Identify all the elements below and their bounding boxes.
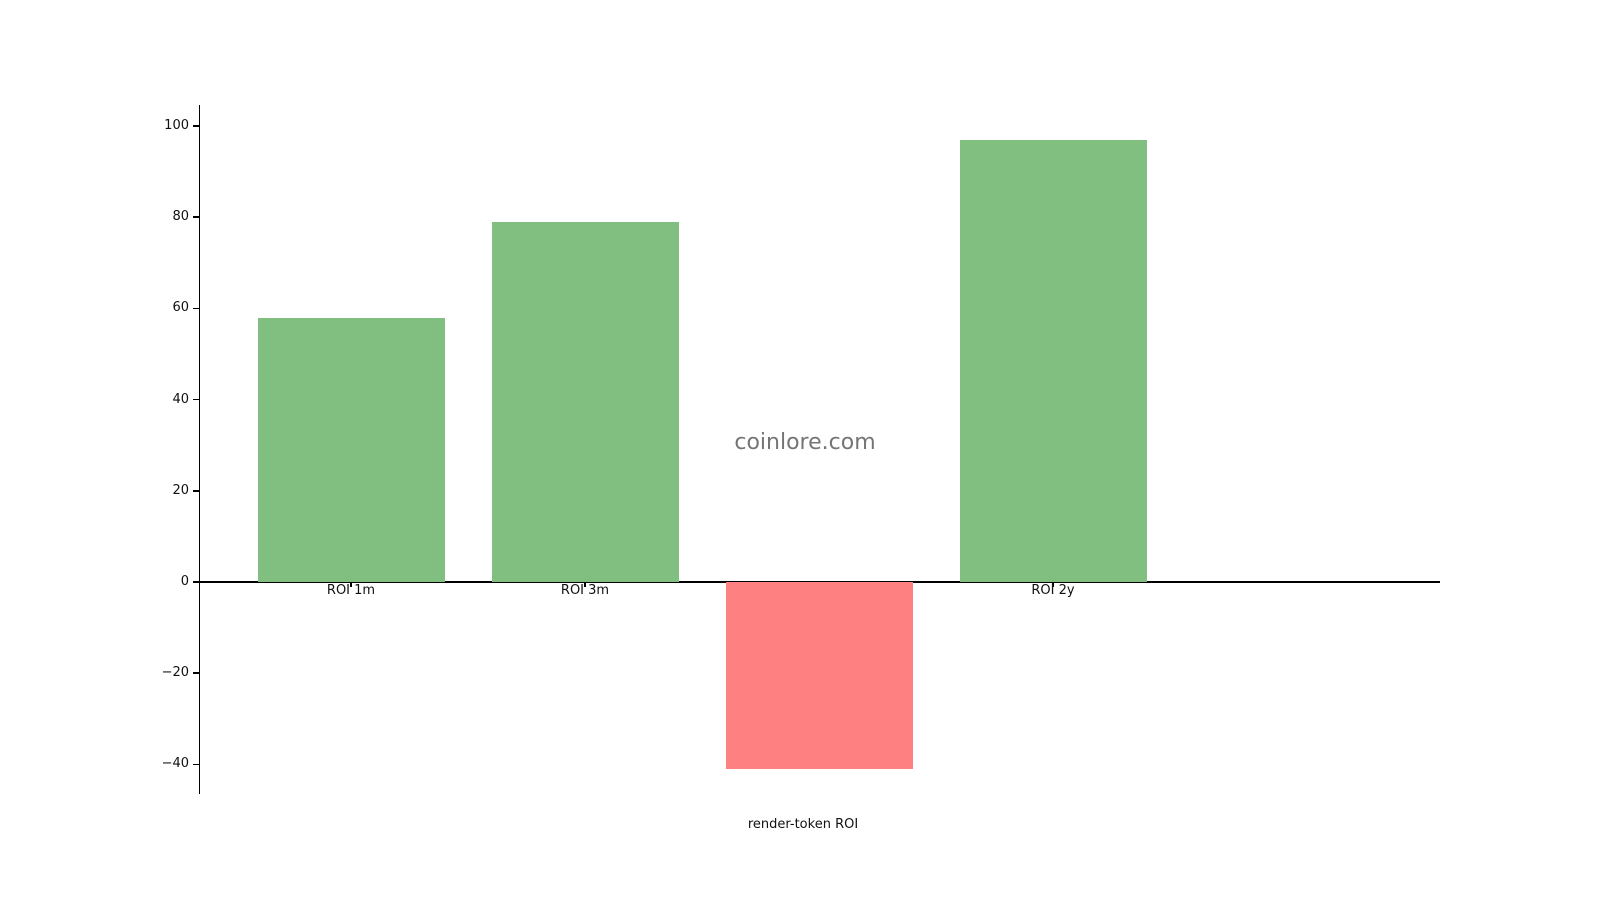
y-tick-mark	[193, 125, 199, 127]
y-tick-mark	[193, 307, 199, 310]
x-tick-mark	[584, 582, 586, 587]
y-tick-label: 40	[172, 391, 189, 407]
y-tick-label: 80	[172, 209, 189, 225]
watermark-text: coinlore.com	[734, 430, 876, 455]
x-tick-mark	[1052, 582, 1054, 587]
bar-roi-2y	[959, 139, 1147, 582]
y-tick-mark	[193, 398, 199, 401]
bar-roi-1m	[257, 317, 445, 582]
x-tick-label: ROI 3m	[560, 583, 610, 598]
y-tick-label: −40	[161, 756, 189, 772]
y-tick-label: 60	[172, 300, 189, 316]
y-tick-mark	[193, 581, 199, 583]
bar-roi-3m	[491, 221, 679, 582]
x-tick-label: ROI 2y	[1031, 583, 1075, 598]
y-tick-label: −20	[161, 665, 189, 681]
y-tick-mark	[193, 216, 199, 218]
x-tick-label: ROI 1m	[326, 583, 376, 598]
y-tick-label: 20	[172, 482, 189, 498]
x-tick-mark	[350, 582, 352, 587]
x-axis-zero-line	[200, 581, 1440, 583]
y-axis-spine	[198, 105, 200, 794]
y-tick-label: 100	[164, 118, 189, 133]
y-tick-mark	[193, 763, 199, 766]
y-tick-mark	[193, 672, 199, 674]
y-tick-label: 0	[180, 574, 189, 589]
y-tick-mark	[193, 490, 199, 492]
x-axis-title: render-token ROI	[747, 817, 859, 832]
bar-bar-3	[725, 582, 913, 769]
